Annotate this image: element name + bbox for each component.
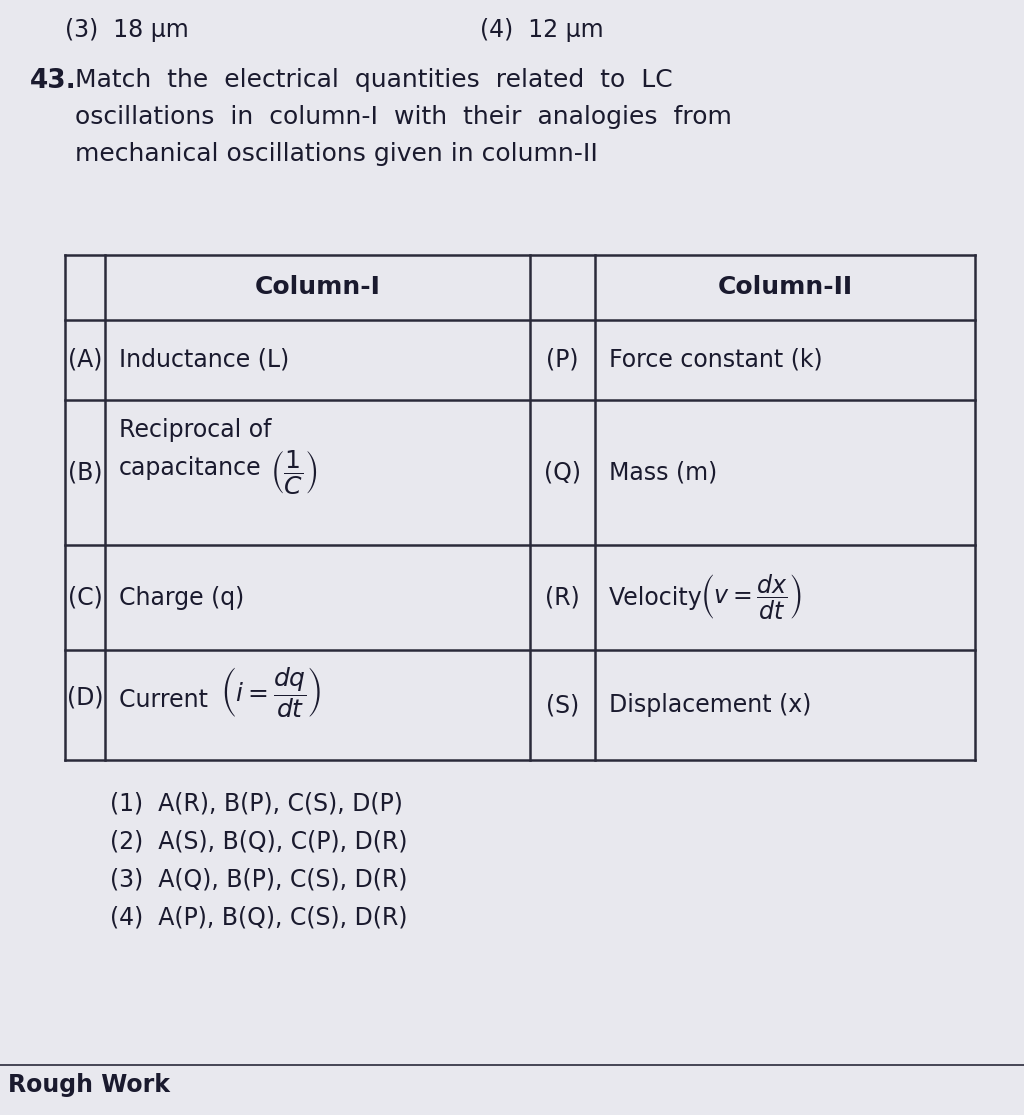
Text: capacitance: capacitance [119,456,261,479]
Text: (3)  18 μm: (3) 18 μm [65,18,188,42]
Text: (1)  A(R), B(P), C(S), D(P): (1) A(R), B(P), C(S), D(P) [110,792,402,816]
Text: (P): (P) [546,348,579,372]
Text: $\left(i = \dfrac{dq}{dt}\right)$: $\left(i = \dfrac{dq}{dt}\right)$ [220,666,322,720]
Text: (A): (A) [68,348,102,372]
Text: (C): (C) [68,585,102,610]
Text: mechanical oscillations given in column-II: mechanical oscillations given in column-… [75,142,598,166]
Text: $\left(\dfrac{1}{C}\right)$: $\left(\dfrac{1}{C}\right)$ [270,448,317,496]
Text: oscillations  in  column-I  with  their  analogies  from: oscillations in column-I with their anal… [75,105,732,129]
Text: (3)  A(Q), B(P), C(S), D(R): (3) A(Q), B(P), C(S), D(R) [110,867,408,892]
Text: (Q): (Q) [544,460,581,485]
Text: Charge (q): Charge (q) [119,585,245,610]
Text: Match  the  electrical  quantities  related  to  LC: Match the electrical quantities related … [75,68,673,93]
Text: (4)  12 μm: (4) 12 μm [480,18,603,42]
Text: (D): (D) [67,685,103,709]
Text: Column-II: Column-II [718,275,853,300]
Text: Reciprocal of: Reciprocal of [119,418,271,442]
Text: Mass (m): Mass (m) [609,460,717,485]
Text: Force constant (k): Force constant (k) [609,348,822,372]
Text: 43.: 43. [30,68,77,94]
Text: (2)  A(S), B(Q), C(P), D(R): (2) A(S), B(Q), C(P), D(R) [110,830,408,854]
Text: Velocity: Velocity [609,585,710,610]
Text: Current: Current [119,688,215,712]
Text: $\left(v = \dfrac{dx}{dt}\right)$: $\left(v = \dfrac{dx}{dt}\right)$ [700,573,802,622]
Text: (B): (B) [68,460,102,485]
Text: Inductance (L): Inductance (L) [119,348,289,372]
Text: Displacement (x): Displacement (x) [609,694,811,717]
Text: Rough Work: Rough Work [8,1073,170,1097]
Text: (4)  A(P), B(Q), C(S), D(R): (4) A(P), B(Q), C(S), D(R) [110,906,408,930]
Text: (R): (R) [545,585,580,610]
Text: (S): (S) [546,694,580,717]
Text: Column-I: Column-I [255,275,381,300]
